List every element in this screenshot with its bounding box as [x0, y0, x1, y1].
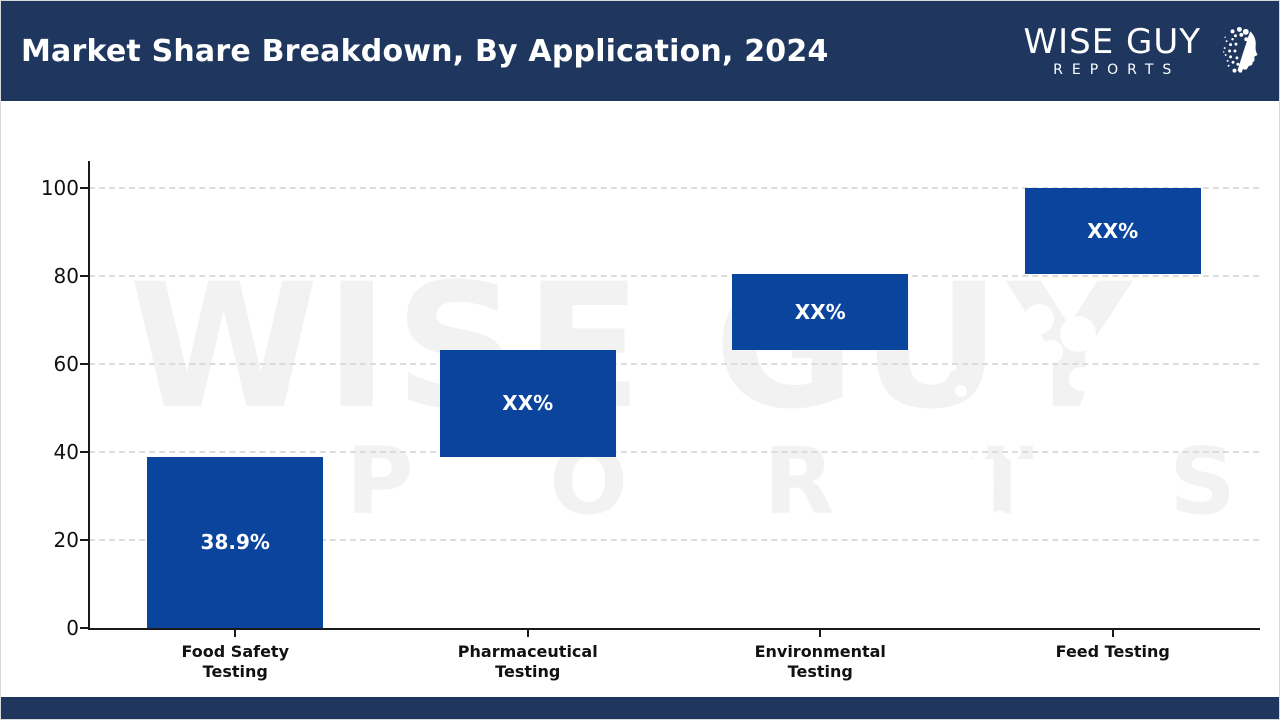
- x-category-label-1: Pharmaceutical Testing: [457, 642, 598, 681]
- y-tick-mark-100: [80, 187, 88, 189]
- x-category-label-2: Environmental Testing: [754, 642, 886, 681]
- y-tick-mark-20: [80, 539, 88, 541]
- y-tick-label-20: 20: [53, 528, 79, 552]
- y-tick-label-80: 80: [53, 264, 79, 288]
- footer-bar: [1, 697, 1279, 719]
- bar-value-label-1: XX%: [502, 391, 554, 416]
- logo-text-reports: REPORTS: [1053, 62, 1181, 78]
- logo-text-wiseguy: WISE GUY: [1023, 22, 1201, 62]
- gridline-100: [89, 187, 1259, 189]
- header-bar: Market Share Breakdown, By Application, …: [1, 1, 1279, 101]
- wiseguy-logo: WISE GUY REPORTS: [1023, 11, 1261, 91]
- bar-segment-0: 38.9%: [147, 456, 324, 628]
- y-tick-mark-80: [80, 275, 88, 277]
- y-tick-mark-0: [80, 627, 88, 629]
- wiseguy-wordmark: WISE GUY REPORTS: [1023, 25, 1201, 77]
- wiseguy-head-icon: [1222, 26, 1258, 73]
- x-tick-mark-3: [1111, 630, 1114, 637]
- y-tick-mark-60: [80, 363, 88, 365]
- x-tick-mark-2: [819, 630, 822, 637]
- x-tick-mark-1: [526, 630, 529, 637]
- bar-segment-2: XX%: [732, 273, 909, 350]
- y-tick-label-100: 100: [40, 176, 79, 200]
- gridline-40: [89, 451, 1259, 453]
- y-tick-label-40: 40: [53, 440, 79, 464]
- chart-area: WISE GUY P O R T S 0 20 40 60 80 100 38.9% Food…: [1, 101, 1279, 699]
- x-category-label-0: Food Safety Testing: [181, 642, 290, 681]
- x-category-label-3: Feed Testing: [1055, 642, 1170, 661]
- bar-segment-3: XX%: [1024, 188, 1201, 274]
- figure-title: Market Share Breakdown, By Application, …: [21, 33, 829, 69]
- gridline-20: [89, 539, 1259, 541]
- gridline-80: [89, 275, 1259, 277]
- x-tick-mark-0: [234, 630, 237, 637]
- y-axis-line: [88, 161, 90, 630]
- y-tick-label-60: 60: [53, 352, 79, 376]
- gridline-60: [89, 363, 1259, 365]
- bar-segment-1: XX%: [439, 349, 616, 457]
- y-tick-mark-40: [80, 451, 88, 453]
- y-tick-label-0: 0: [66, 616, 79, 640]
- watermark-text-wiseguy: WISE GUY: [129, 246, 1138, 447]
- bar-value-label-0: 38.9%: [200, 530, 270, 555]
- x-axis-line: [88, 628, 1260, 630]
- bar-value-label-3: XX%: [1087, 218, 1139, 243]
- bar-value-label-2: XX%: [794, 299, 846, 324]
